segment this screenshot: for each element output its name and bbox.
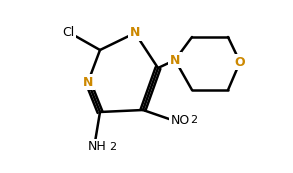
Text: 2: 2 — [190, 115, 197, 125]
Text: NO: NO — [170, 113, 190, 126]
Text: N: N — [170, 53, 180, 66]
Text: NH: NH — [88, 140, 106, 153]
Text: N: N — [130, 26, 140, 39]
Text: 2: 2 — [110, 142, 117, 152]
Text: N: N — [83, 75, 93, 89]
Text: O: O — [235, 56, 245, 69]
Text: Cl: Cl — [62, 26, 74, 39]
